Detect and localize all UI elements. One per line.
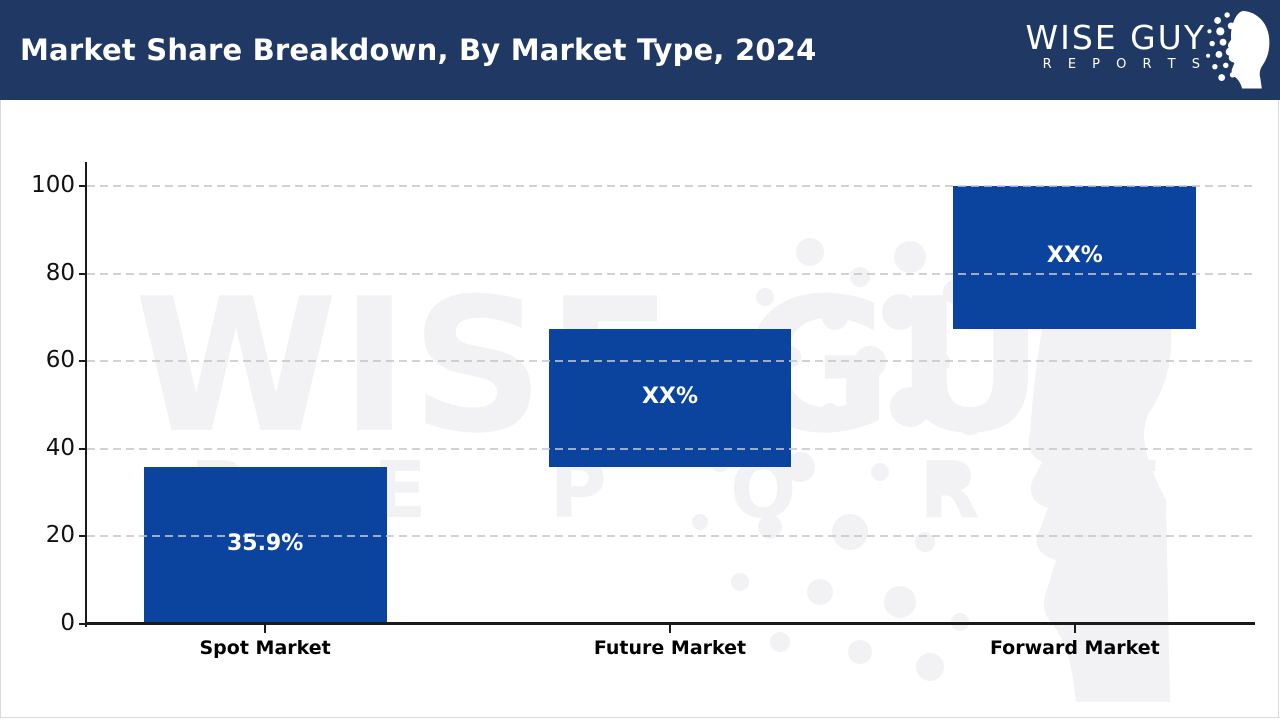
gridline-40: [87, 447, 1253, 450]
bar-value-label: XX%: [642, 383, 698, 409]
bar-forward-market: [953, 186, 1197, 329]
x-axis-label-forward-market: Forward Market: [989, 637, 1160, 659]
x-tick-mark: [1073, 625, 1076, 633]
gridline-20: [87, 535, 1253, 538]
bar-spot-market: [143, 466, 387, 624]
chart-title: Market Share Breakdown, By Market Type, …: [20, 33, 817, 67]
y-axis-line: [85, 162, 87, 627]
x-tick-mark: [264, 625, 267, 633]
y-tick-mark: [79, 185, 87, 188]
y-tick-mark: [79, 535, 87, 538]
y-tick-mark: [79, 447, 87, 450]
y-tick-label: 80: [45, 259, 75, 286]
frame-border-bottom: [0, 717, 1280, 718]
logo-subtitle: R E P O R T S: [1042, 57, 1206, 72]
watermark-dotted-head-profile-icon: [683, 232, 1172, 702]
frame-border-left: [0, 100, 1, 718]
x-axis-line: [85, 622, 1255, 625]
bar-value-label: XX%: [1046, 243, 1103, 269]
gridline-60: [87, 360, 1253, 363]
gridline-80: [87, 272, 1253, 275]
y-tick-mark: [79, 623, 87, 625]
x-axis-label-future-market: Future Market: [593, 637, 747, 659]
logo-wordmark: WISE GUY: [1025, 18, 1206, 57]
y-tick-label: 20: [45, 522, 75, 549]
y-tick-mark: [79, 360, 87, 363]
bar-future-market: [548, 328, 792, 467]
logo-text: WISE GUY R E P O R T S: [1025, 20, 1206, 74]
y-tick-label: 40: [45, 434, 75, 461]
y-tick-label: 60: [45, 347, 75, 374]
bar-value-label: 35.9%: [226, 531, 304, 557]
header-bar: Market Share Breakdown, By Market Type, …: [0, 0, 1280, 100]
y-tick-mark: [79, 272, 87, 275]
dotted-head-profile-icon: [1206, 10, 1270, 89]
wiseguy-logo: WISE GUY R E P O R T S: [1018, 6, 1270, 94]
gridline-100: [87, 185, 1253, 188]
x-axis-label-spot-market: Spot Market: [199, 637, 331, 659]
x-tick-mark: [669, 625, 671, 633]
y-tick-label: 0: [60, 610, 75, 636]
y-tick-label: 100: [31, 172, 75, 199]
frame-border-right: [1278, 100, 1279, 718]
